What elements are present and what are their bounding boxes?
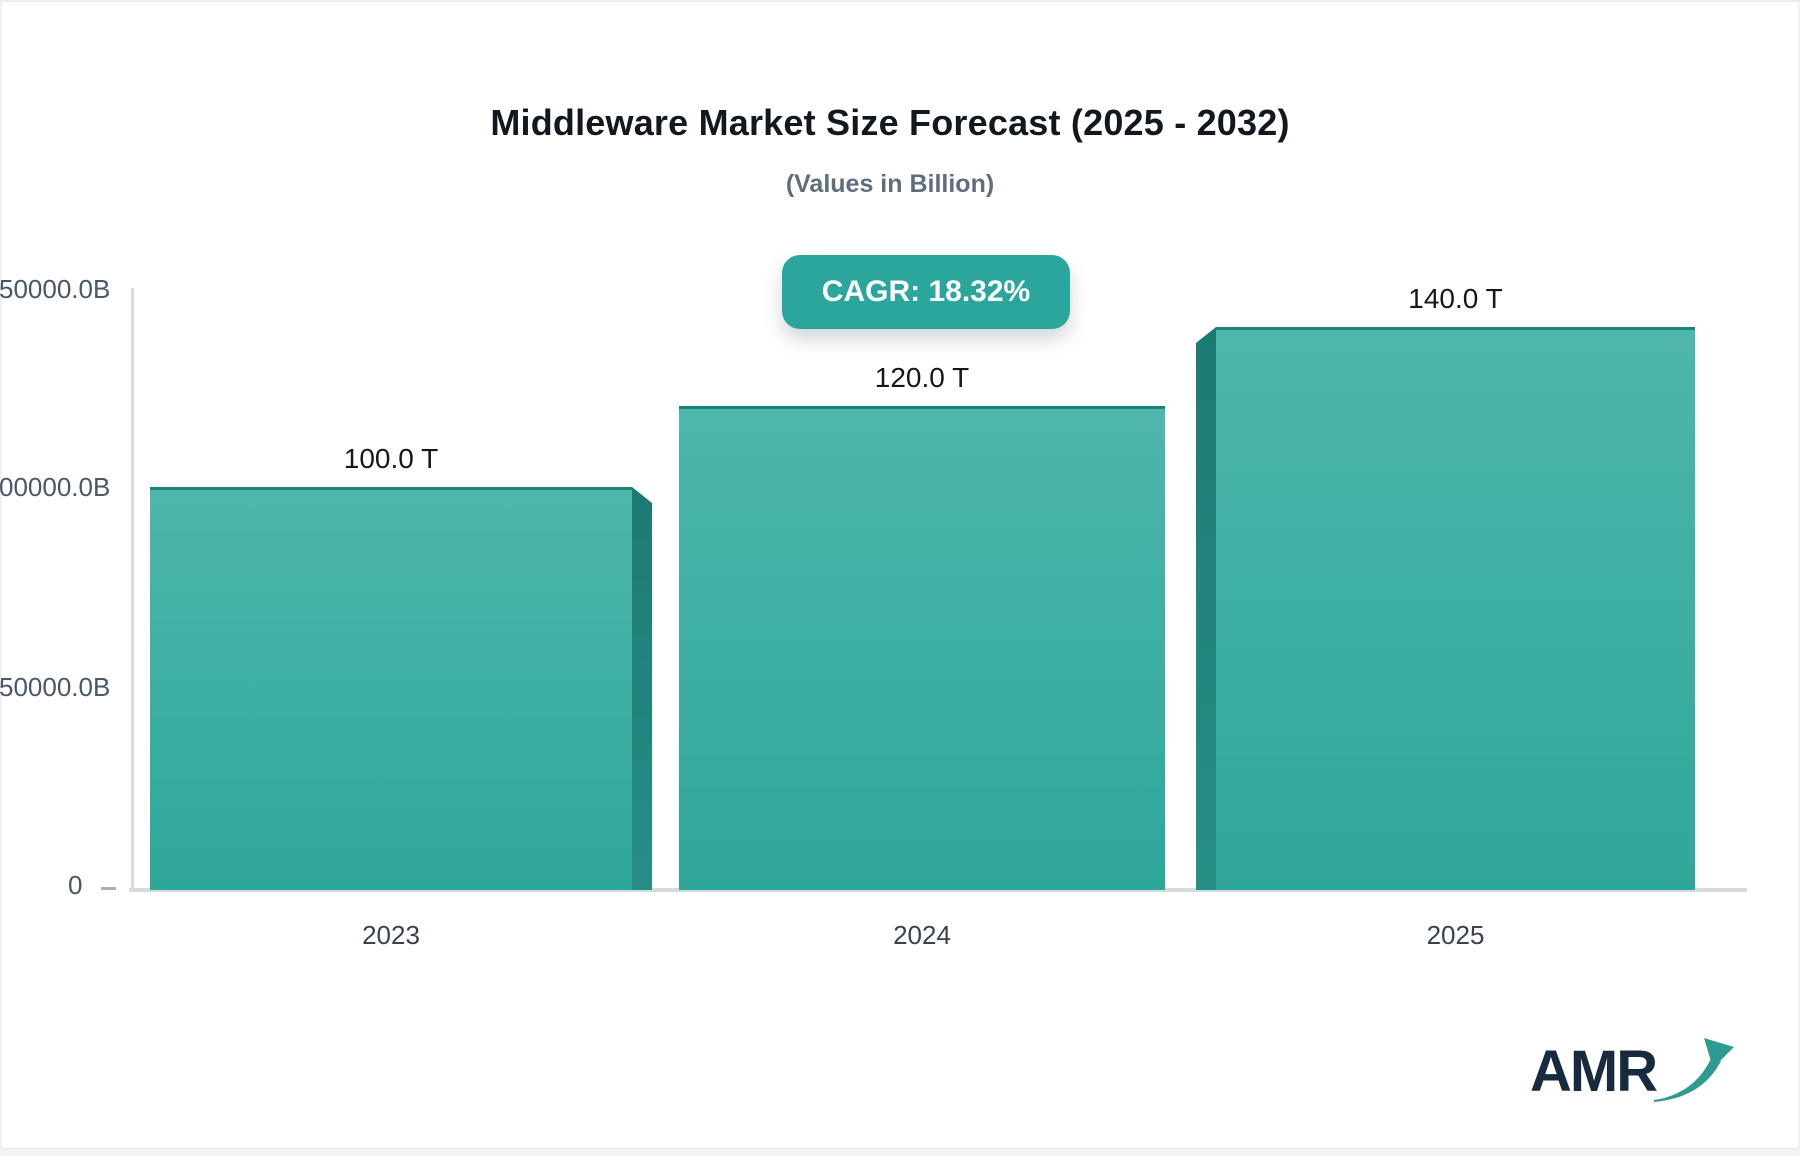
bar-2025 [1216, 327, 1695, 890]
x-tick-label-2024: 2024 [893, 920, 951, 950]
bar-value-label-2023: 100.0 T [343, 443, 439, 474]
y-tick-label-0: 0 [68, 870, 83, 900]
cagr-badge-label: CAGR: 18.32% [821, 275, 1031, 308]
x-tick-label-2023: 2023 [362, 920, 420, 950]
cagr-badge: CAGR: 18.32% [782, 255, 1070, 329]
card-bottom-edge [2, 1148, 1798, 1156]
bar-2023-3d-side [632, 487, 652, 890]
y-axis-tick-mark [101, 887, 116, 890]
bar-value-label-2025: 140.0 T [1408, 283, 1503, 314]
y-tick-label-100000: 00000.0B [0, 472, 111, 502]
bar-2025-3d-side [1196, 327, 1216, 890]
amr-logo: AMR [1530, 1032, 1740, 1118]
amr-logo-text: AMR [1530, 1039, 1658, 1104]
x-axis-line [129, 888, 1747, 892]
y-axis-line [131, 288, 134, 890]
y-tick-label-50000: 50000.0B [0, 672, 111, 702]
bar-2023 [150, 487, 632, 890]
y-tick-label-150000: 50000.0B [0, 274, 111, 304]
x-tick-label-2025: 2025 [1426, 920, 1485, 950]
trend-up-arrow-icon [1654, 1038, 1734, 1102]
chart-subtitle: (Values in Billion) [785, 170, 995, 198]
bar-value-label-2024: 120.0 T [874, 362, 970, 393]
bar-2024 [679, 406, 1165, 890]
chart-title: Middleware Market Size Forecast (2025 - … [490, 102, 1290, 143]
